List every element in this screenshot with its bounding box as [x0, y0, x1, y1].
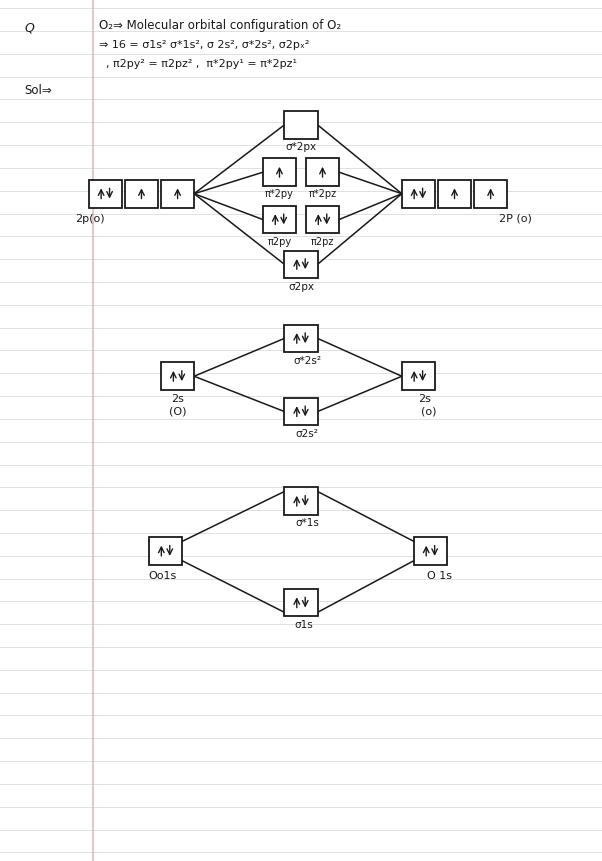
- Text: Sol⇒: Sol⇒: [24, 84, 52, 96]
- Bar: [88, 180, 122, 208]
- Text: 2s: 2s: [418, 394, 431, 405]
- Bar: [161, 362, 194, 390]
- Bar: [149, 537, 182, 565]
- Text: 2P (o): 2P (o): [500, 214, 532, 224]
- Text: π*2pz: π*2pz: [308, 189, 337, 200]
- Text: O₂⇒ Molecular orbital configuration of O₂: O₂⇒ Molecular orbital configuration of O…: [99, 19, 341, 32]
- Text: π2py: π2py: [267, 237, 291, 247]
- Bar: [125, 180, 158, 208]
- Bar: [438, 180, 471, 208]
- Text: σ2px: σ2px: [288, 282, 314, 292]
- Bar: [306, 158, 339, 186]
- Bar: [263, 158, 296, 186]
- Bar: [284, 251, 318, 278]
- Text: π*2py: π*2py: [265, 189, 294, 200]
- Bar: [284, 487, 318, 515]
- Text: 2s: 2s: [171, 394, 184, 405]
- Bar: [306, 206, 339, 233]
- Text: ⇒ 16 = σ1s² σ*1s², σ 2s², σ*2s², σ2pₓ²: ⇒ 16 = σ1s² σ*1s², σ 2s², σ*2s², σ2pₓ²: [99, 40, 309, 50]
- Bar: [474, 180, 507, 208]
- Text: σ*2px: σ*2px: [285, 142, 317, 152]
- Bar: [263, 206, 296, 233]
- Bar: [284, 589, 318, 616]
- Text: (o): (o): [421, 406, 437, 417]
- Bar: [402, 362, 435, 390]
- Text: σ2s²: σ2s²: [296, 429, 318, 439]
- Bar: [161, 180, 194, 208]
- Bar: [402, 180, 435, 208]
- Bar: [414, 537, 447, 565]
- Bar: [284, 398, 318, 425]
- Bar: [284, 325, 318, 352]
- Bar: [284, 111, 318, 139]
- Text: σ*1s: σ*1s: [295, 518, 319, 529]
- Text: O 1s: O 1s: [427, 571, 452, 581]
- Text: σ*2s²: σ*2s²: [293, 356, 321, 366]
- Text: Oo1s: Oo1s: [149, 571, 176, 581]
- Text: 2p(o): 2p(o): [75, 214, 105, 224]
- Text: , π2py² = π2pz² ,  π*2py¹ = π*2pz¹: , π2py² = π2pz² , π*2py¹ = π*2pz¹: [99, 59, 297, 70]
- Text: Q: Q: [24, 22, 34, 34]
- Text: π2pz: π2pz: [311, 237, 334, 247]
- Text: σ1s: σ1s: [294, 620, 314, 630]
- Text: (O): (O): [169, 406, 187, 417]
